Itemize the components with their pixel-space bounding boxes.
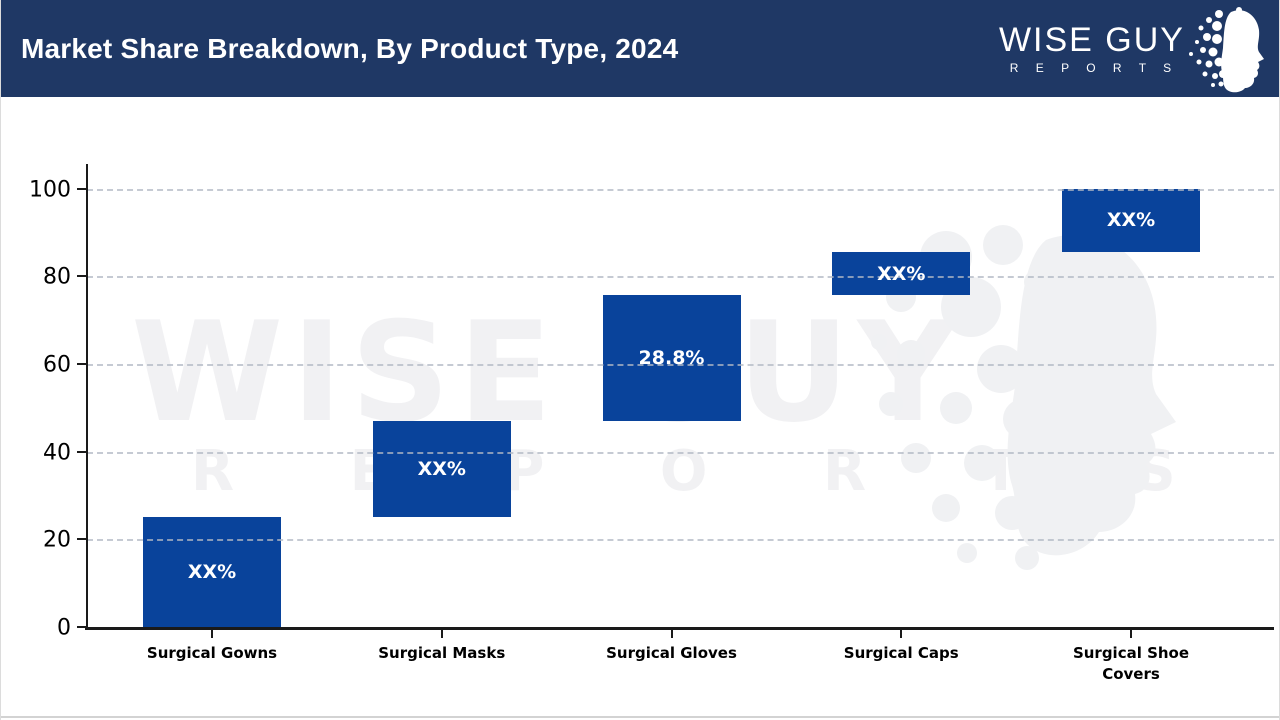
brand-logo-text: WISE GUY R E P O R T S [999,23,1185,75]
x-tick-mark [670,629,673,638]
chart-area: WISE GUY R E P O R T S XX% XX% 28.8% XX% XX%… [1,97,1279,716]
grid-line [87,188,1274,191]
y-tick-label: 100 [29,177,71,202]
y-tick-label: 60 [43,352,71,378]
x-tick-mark [211,629,213,638]
y-tick-mark [77,187,86,190]
x-category-label: Surgical Gowns [146,644,278,662]
brand-name: WISE GUY [998,20,1185,59]
y-tick-label: 40 [43,440,71,466]
grid-line [87,539,1274,542]
x-tick-mark [440,629,443,638]
bar [832,252,971,296]
y-tick-label: 0 [57,615,71,641]
bar-value-label: XX% [877,262,926,285]
page-title: Market Share Breakdown, By Product Type,… [21,32,679,64]
x-category-label: Surgical Shoe Covers [1072,644,1190,683]
x-tick-mark [900,629,903,638]
x-axis-spine [85,627,1274,630]
y-tick-mark [77,450,86,453]
x-tick-mark [1130,629,1132,638]
bar-value-label: XX% [1106,209,1156,232]
brand-logo: WISE GUY R E P O R T S [999,4,1265,94]
bar [602,295,741,422]
x-category-label: Surgical Caps [843,644,959,662]
y-tick-mark [77,626,86,628]
y-tick-mark [77,275,86,278]
bar [372,421,511,518]
y-tick-mark [77,538,86,541]
logo-face-icon [1189,6,1264,92]
grid-line [87,363,1274,366]
grid-line [87,451,1274,454]
grid-line [87,276,1274,279]
header-bar: Market Share Breakdown, By Product Type,… [1,0,1279,97]
bar [143,517,281,627]
bar-value-label: XX% [187,561,237,584]
watermark-brand-text: WISE GUY [131,292,966,453]
x-category-label: Surgical Gloves [606,644,737,662]
bar-value-label: 28.8% [638,347,705,370]
bottom-divider [1,716,1279,718]
y-tick-label: 20 [43,527,71,553]
bar [1062,188,1200,253]
x-category-label: Surgical Masks [378,644,506,662]
brand-subtitle: R E P O R T S [1009,60,1179,75]
y-axis-spine [86,164,88,629]
y-tick-mark [77,362,86,365]
y-tick-label: 80 [43,264,71,290]
bar-value-label: XX% [417,458,466,481]
